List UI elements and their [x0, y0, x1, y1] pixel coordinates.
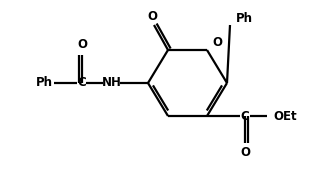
Text: C: C	[241, 110, 249, 122]
Text: C: C	[78, 76, 86, 89]
Text: Ph: Ph	[236, 11, 253, 25]
Text: NH: NH	[102, 76, 122, 89]
Text: O: O	[77, 38, 87, 51]
Text: O: O	[240, 147, 250, 160]
Text: O: O	[147, 10, 157, 22]
Text: Ph: Ph	[36, 76, 53, 89]
Text: OEt: OEt	[273, 110, 297, 122]
Text: O: O	[212, 35, 222, 48]
